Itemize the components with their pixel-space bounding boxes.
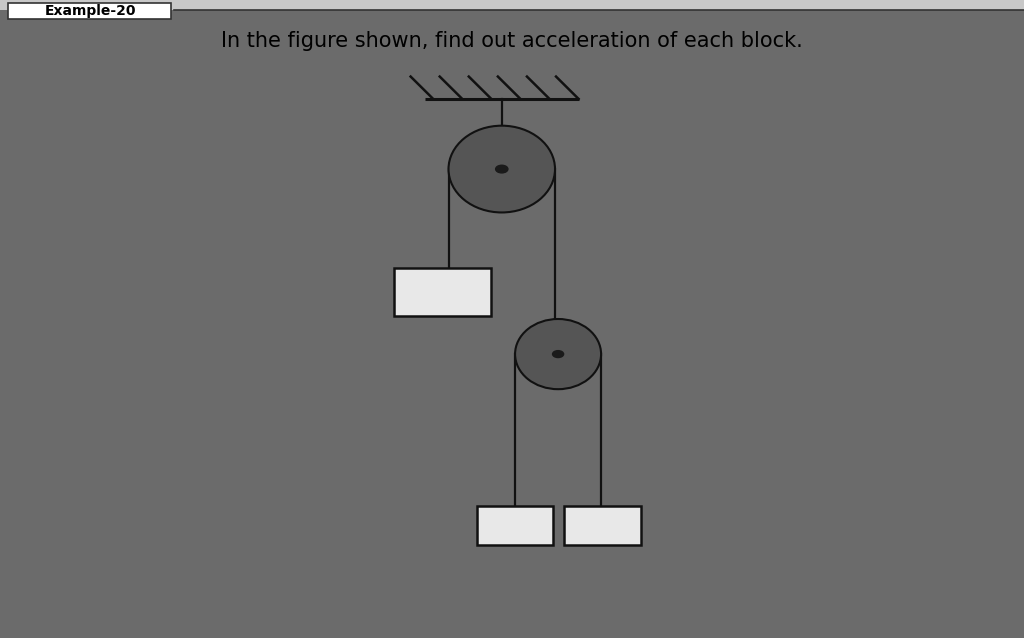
Circle shape [553, 351, 563, 357]
Ellipse shape [515, 319, 601, 389]
Text: 2kg: 2kg [500, 517, 530, 535]
FancyBboxPatch shape [8, 3, 171, 19]
Text: 4kg: 4kg [587, 517, 617, 535]
Circle shape [496, 165, 508, 173]
FancyBboxPatch shape [477, 506, 553, 545]
Text: Example-20: Example-20 [44, 4, 136, 18]
Text: 10kg: 10kg [422, 283, 463, 301]
Ellipse shape [449, 126, 555, 212]
Bar [0, 0, 1024, 10]
FancyBboxPatch shape [563, 506, 641, 545]
FancyBboxPatch shape [393, 268, 492, 316]
Text: In the figure shown, find out acceleration of each block.: In the figure shown, find out accelerati… [221, 31, 803, 52]
